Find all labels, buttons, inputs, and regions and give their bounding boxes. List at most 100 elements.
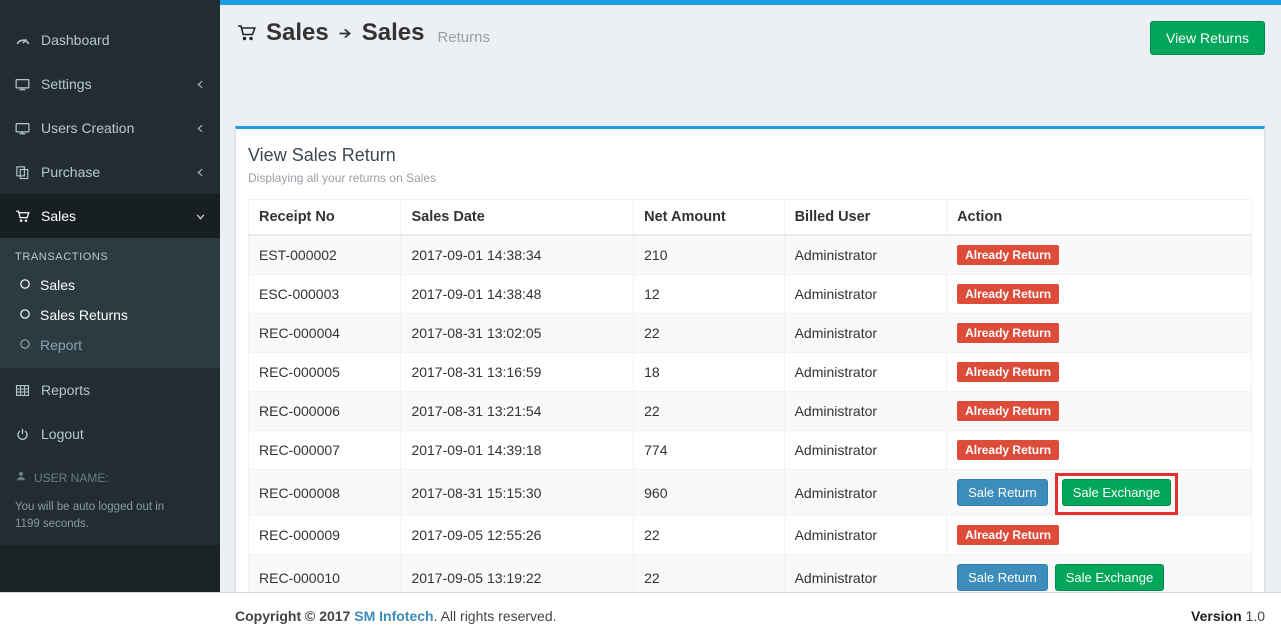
copy-icon [14,165,31,180]
submenu-item-sales[interactable]: Sales [0,270,220,300]
circle-icon [19,307,31,323]
cell-action: Sale Return Sale Exchange [946,469,1252,516]
cell-action: Already Return [946,391,1252,431]
circle-icon [19,337,31,353]
column-header-receipt-no: Receipt No [247,199,402,236]
sidebar-item-label: Dashboard [41,32,110,48]
company-link[interactable]: SM Infotech [354,608,434,624]
sidebar-nav: Dashboard Settings Users Creation [0,0,220,542]
sidebar: Dashboard Settings Users Creation [0,0,220,592]
version-label: Version [1191,608,1242,624]
top-accent-strip [220,0,1281,5]
cell-receipt-no: REC-000007 [247,430,402,470]
sidebar-item-logout[interactable]: Logout [0,412,220,456]
sale-exchange-button[interactable]: Sale Exchange [1061,479,1172,506]
cell-action: Already Return [946,430,1252,470]
table-row: REC-000007 2017-09-01 14:39:18 774 Admin… [247,430,1252,470]
table-row: REC-000005 2017-08-31 13:16:59 18 Admini… [247,352,1252,392]
copyright-prefix: Copyright © 2017 [235,608,351,624]
cell-action: Already Return [946,234,1252,275]
sidebar-item-label: Logout [41,426,84,442]
cell-receipt-no: ESC-000003 [247,274,402,314]
cell-billed-user: Administrator [783,234,948,275]
column-header-billed-user: Billed User [783,199,948,236]
version-text: Version 1.0 [1191,608,1265,624]
breadcrumb-sales: Sales [266,19,329,46]
sidebar-item-users-creation[interactable]: Users Creation [0,106,220,150]
already-return-badge: Already Return [957,362,1060,382]
chevron-left-icon [195,123,206,134]
version-value: 1.0 [1245,608,1265,624]
already-return-badge: Already Return [957,245,1060,265]
cell-billed-user: Administrator [783,274,948,314]
dashboard-icon [14,32,31,48]
cell-receipt-no: EST-000002 [247,234,402,275]
column-header-action: Action [946,199,1252,236]
cell-receipt-no: REC-000006 [247,391,402,431]
cell-net-amount: 22 [633,391,785,431]
cell-billed-user: Administrator [783,430,948,470]
chevron-left-icon [195,167,206,178]
sidebar-item-sales[interactable]: Sales [0,194,220,238]
cell-net-amount: 18 [633,352,785,392]
sales-return-table-body: EST-000002 2017-09-01 14:38:34 210 Admin… [247,234,1252,601]
annotation-highlight-box: Sale Exchange [1054,473,1179,515]
sales-return-panel: View Sales Return Displaying all your re… [235,126,1265,618]
page-title: Sales Sales Returns [236,19,1265,47]
cell-net-amount: 22 [633,515,785,555]
content-header: Sales Sales Returns View Returns [220,5,1281,85]
column-header-net-amount: Net Amount [633,199,785,236]
power-icon [14,427,31,442]
monitor-icon [14,121,31,136]
table-row: REC-000006 2017-08-31 13:21:54 22 Admini… [247,391,1252,431]
submenu-item-report[interactable]: Report [0,330,220,360]
cell-sales-date: 2017-08-31 15:15:30 [400,469,635,516]
sale-exchange-button[interactable]: Sale Exchange [1054,564,1165,591]
cell-net-amount: 210 [633,234,785,275]
cell-receipt-no: REC-000009 [247,515,402,555]
cell-sales-date: 2017-09-01 14:38:34 [400,234,635,275]
already-return-badge: Already Return [957,440,1060,460]
sidebar-item-reports[interactable]: Reports [0,368,220,412]
cell-receipt-no: REC-000005 [247,352,402,392]
sidebar-item-purchase[interactable]: Purchase [0,150,220,194]
cell-net-amount: 22 [633,313,785,353]
sidebar-item-settings[interactable]: Settings [0,62,220,106]
sales-submenu: TRANSACTIONS Sales Sales Returns [0,238,220,368]
view-returns-button[interactable]: View Returns [1149,21,1265,55]
circle-icon [19,277,31,293]
cell-receipt-no: REC-000008 [247,469,402,516]
breadcrumb-sales-2: Sales [361,19,425,46]
cell-sales-date: 2017-08-31 13:02:05 [400,313,635,353]
cell-sales-date: 2017-09-01 14:39:18 [400,430,635,470]
already-return-badge: Already Return [957,284,1060,304]
cell-billed-user: Administrator [783,313,948,353]
cell-billed-user: Administrator [783,515,948,555]
table-row: REC-000008 2017-08-31 15:15:30 960 Admin… [247,469,1252,516]
cell-sales-date: 2017-09-05 12:55:26 [400,515,635,555]
sale-return-button[interactable]: Sale Return [957,479,1048,506]
cell-net-amount: 774 [633,430,785,470]
table-icon [14,383,31,398]
table-row: REC-000004 2017-08-31 13:02:05 22 Admini… [247,313,1252,353]
cart-icon [14,209,31,224]
sidebar-item-dashboard[interactable]: Dashboard [0,18,220,62]
transactions-section-header: TRANSACTIONS [15,251,109,263]
cell-net-amount: 12 [633,274,785,314]
cell-billed-user: Administrator [783,469,948,516]
user-panel: USER NAME: [0,456,220,489]
copyright-text: Copyright © 2017 SM Infotech. All rights… [235,608,557,624]
submenu-item-sales-returns[interactable]: Sales Returns [0,300,220,330]
monitor-icon [14,77,31,92]
breadcrumb-returns: Returns [437,28,490,46]
cell-billed-user: Administrator [783,391,948,431]
cart-icon [236,23,258,43]
sidebar-item-label: Purchase [41,164,101,180]
panel-title: View Sales Return [248,145,396,165]
sidebar-item-label: Settings [41,76,92,92]
sale-return-button[interactable]: Sale Return [957,564,1048,591]
user-name-label: USER NAME: [34,470,109,485]
copyright-suffix: . All rights reserved. [433,608,557,624]
sidebar-bottom-panel [0,545,220,592]
sidebar-item-label: Sales [41,208,77,224]
